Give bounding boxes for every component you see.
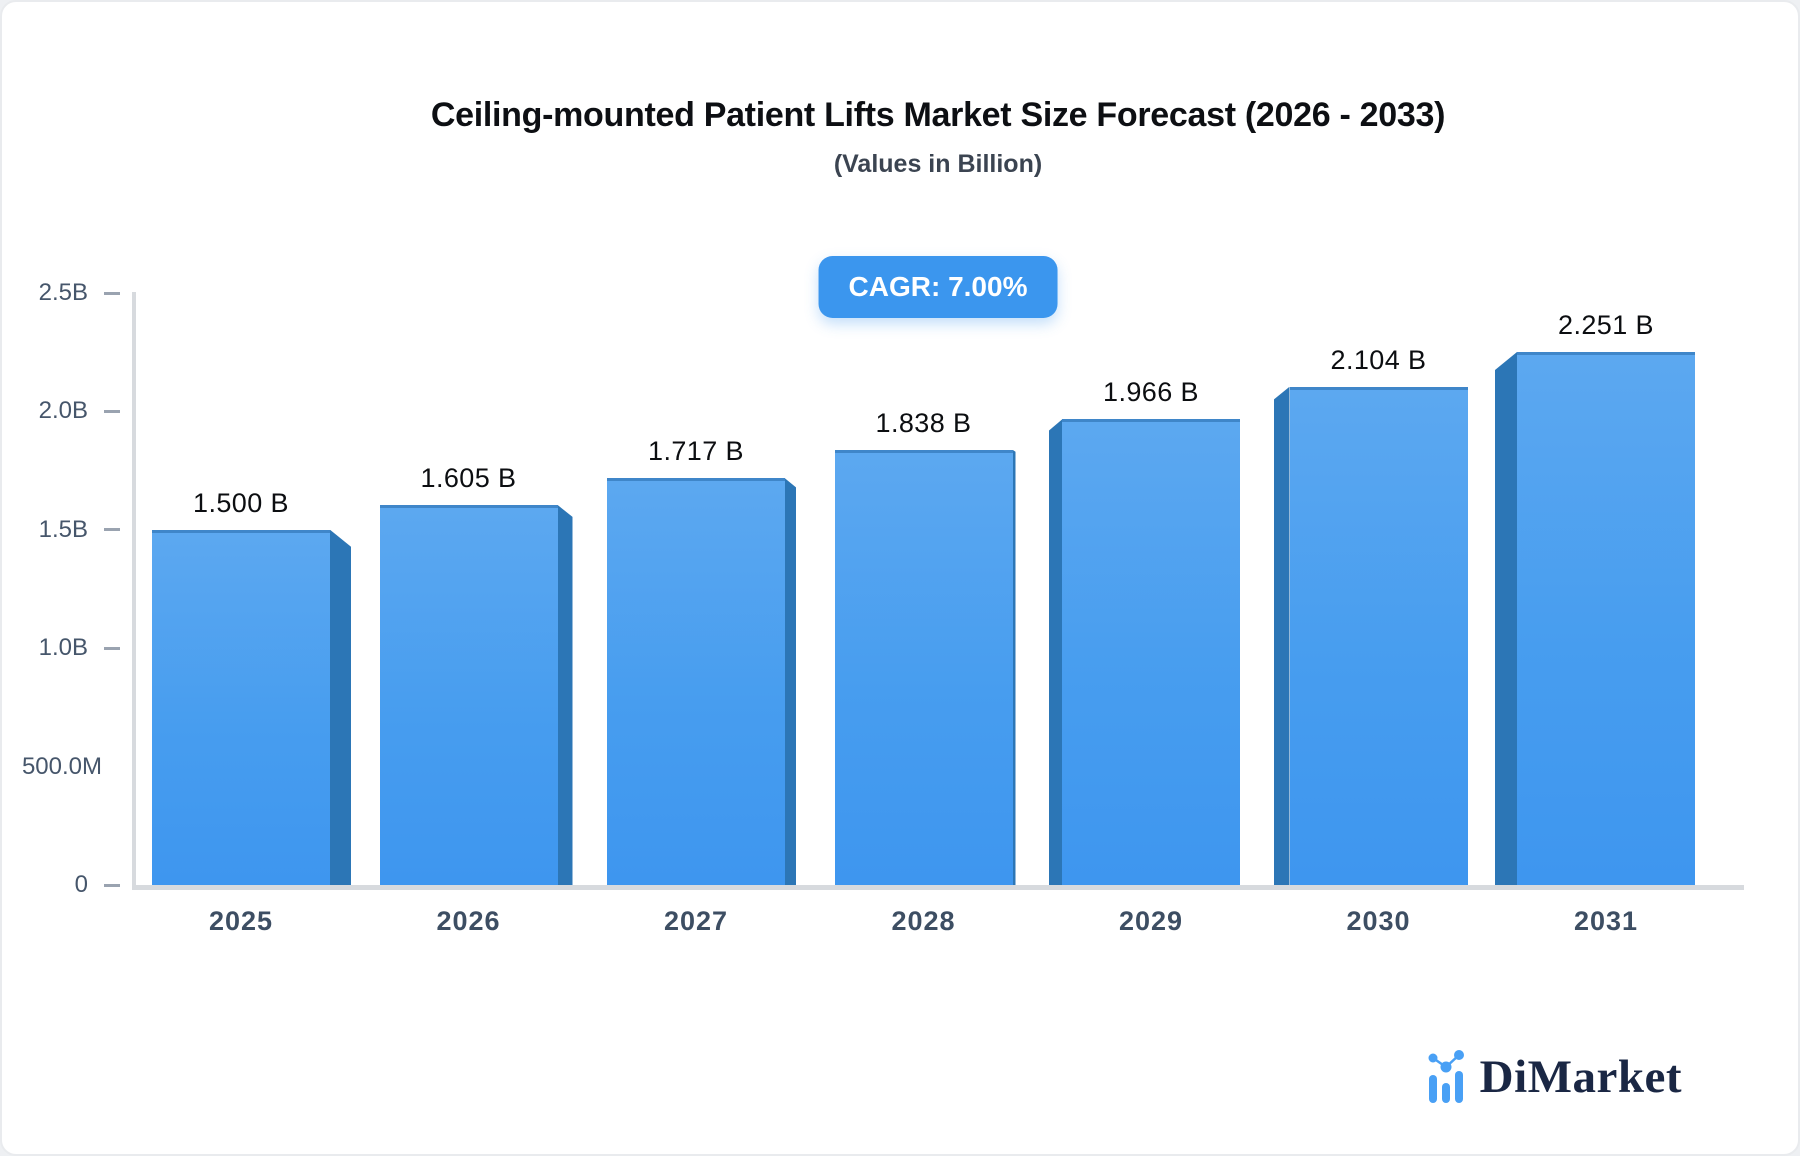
- bar-2029: [1062, 419, 1240, 885]
- bar-3d-side: [1495, 351, 1517, 885]
- x-axis-baseline: [132, 885, 1744, 890]
- y-tick-label: 1.0B: [38, 634, 88, 662]
- bar-2030: [1289, 386, 1468, 885]
- y-tick-label: 2.5B: [38, 279, 88, 306]
- bar-3d-side: [557, 504, 573, 885]
- bar-value-label: 1.500 B: [193, 487, 289, 518]
- y-tick-dash: [104, 528, 120, 532]
- bar-value-label: 2.251 B: [1558, 309, 1654, 340]
- chart-header: Ceiling-mounted Patient Lifts Market Siz…: [132, 2, 1744, 342]
- brand-logo: DiMarket: [1426, 1048, 1682, 1106]
- x-axis-label: 2025: [208, 906, 274, 936]
- bar-value-label: 1.717 B: [648, 436, 744, 467]
- x-axis-label: 2030: [1346, 906, 1411, 936]
- cagr-badge: CAGR: 7.00%: [818, 256, 1058, 318]
- bar-chart-logo-icon: [1428, 1050, 1464, 1103]
- brand-name: DiMarket: [1479, 1051, 1682, 1103]
- bar-2027: [607, 478, 785, 885]
- bar-3d-side: [785, 478, 796, 885]
- chart-title: Ceiling-mounted Patient Lifts Market Siz…: [430, 96, 1446, 134]
- bar-value-label: 1.966 B: [1103, 377, 1199, 408]
- y-tick-dash: [104, 291, 120, 295]
- bar-3d-side: [330, 529, 351, 885]
- chart-subtitle: (Values in Billion): [833, 150, 1043, 178]
- y-tick-dash: [104, 409, 120, 413]
- bar-3d-side: [1273, 386, 1290, 885]
- x-axis-label: 2026: [436, 906, 501, 936]
- bar-3d-side: [1012, 449, 1016, 885]
- y-tick-label: 0: [74, 871, 88, 898]
- y-tick-label: 1.5B: [38, 515, 88, 543]
- bar-value-label: 2.104 B: [1330, 344, 1427, 375]
- y-tick-dash: [104, 883, 120, 887]
- bar-2026: [379, 504, 558, 885]
- x-axis-label: 2029: [1118, 906, 1184, 936]
- bar-3d-side: [1049, 419, 1062, 885]
- bar-value-label: 1.838 B: [875, 407, 972, 438]
- bar-2025: [152, 529, 330, 885]
- y-axis-line: [132, 292, 136, 886]
- x-axis-label: 2027: [663, 906, 729, 936]
- y-tick-label: 500.0M: [21, 752, 102, 780]
- bar-2031: [1517, 351, 1695, 885]
- bar-value-label: 1.605 B: [420, 462, 517, 493]
- x-axis-label: 2028: [891, 906, 956, 936]
- y-tick-label: 2.0B: [38, 397, 88, 425]
- y-tick-dash: [104, 646, 120, 650]
- x-axis-label: 2031: [1573, 906, 1639, 936]
- bar-2028: [834, 449, 1013, 885]
